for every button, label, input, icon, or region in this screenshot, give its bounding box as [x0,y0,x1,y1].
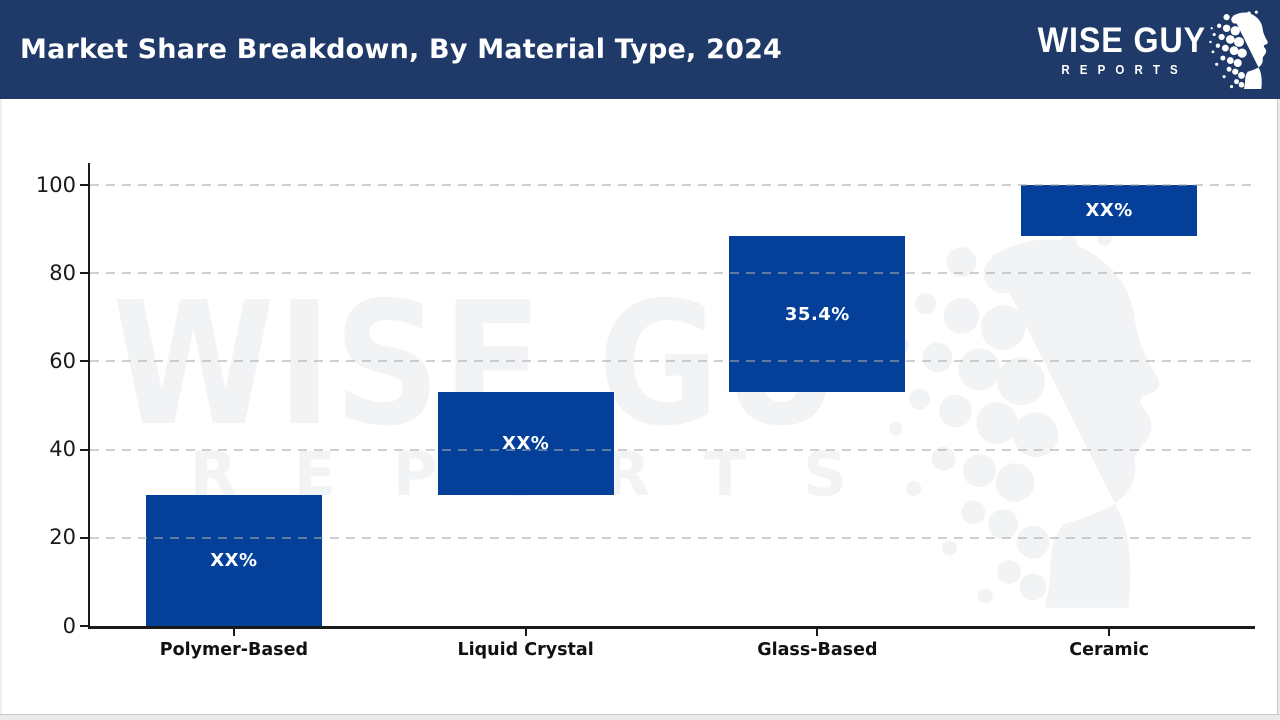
chart-plot-area: 0 20 40 60 80 100 XX% Polymer-Based XX% Liquid Cr… [0,99,1280,714]
x-axis-line [88,626,1255,629]
frame-right-line [1277,99,1278,714]
y-tick-100 [80,184,88,187]
bar-polymer-based: XX% [145,495,322,626]
y-tick-60 [80,360,88,363]
x-tick-0 [232,629,235,636]
y-tick-label-60: 60 [49,348,76,373]
y-tick-0 [80,625,88,627]
bar-value-label: 35.4% [784,303,850,325]
x-tick-1 [524,629,527,636]
brand-reports-text: REPORTS [1061,62,1188,77]
y-tick-label-0: 0 [62,613,76,638]
y-axis-line [88,163,90,629]
gridline-20 [90,536,1255,539]
y-tick-80 [80,272,88,275]
frame-bottom-line [0,714,1280,715]
bar-liquid-crystal: XX% [437,392,614,496]
bar-value-label: XX% [501,433,550,455]
category-label-2: Glass-Based [757,640,878,660]
category-label-3: Ceramic [1069,640,1150,660]
gridline-100 [90,184,1255,187]
y-tick-label-80: 80 [49,260,76,285]
gridline-60 [90,360,1255,363]
brand-wordmark: WISE GUY REPORTS [1037,21,1206,77]
category-label-1: Liquid Crystal [457,640,594,660]
brand-logo: WISE GUY REPORTS [1023,4,1270,96]
frame-right-fill [1278,99,1280,720]
y-tick-label-20: 20 [49,525,76,550]
page-title: Market Share Breakdown, By Material Type… [20,34,783,65]
frame-left-fill [0,99,2,714]
bar-ceramic: XX% [1021,185,1198,237]
y-tick-label-40: 40 [49,437,76,462]
x-tick-2 [816,629,819,636]
brand-head-icon [1209,10,1268,90]
gridline-40 [90,448,1255,451]
brand-name-text: WISE GUY [1037,21,1206,61]
header-bar: Market Share Breakdown, By Material Type… [0,0,1280,99]
gridline-80 [90,272,1255,275]
bar-value-label: XX% [1085,200,1133,222]
y-tick-20 [80,536,88,539]
y-tick-label-100: 100 [35,172,76,197]
bar-glass-based: 35.4% [729,236,906,393]
category-label-0: Polymer-Based [159,640,308,660]
x-tick-3 [1108,629,1111,636]
bar-value-label: XX% [210,550,258,572]
y-tick-40 [80,448,88,451]
frame-bottom-fill [0,715,1280,720]
